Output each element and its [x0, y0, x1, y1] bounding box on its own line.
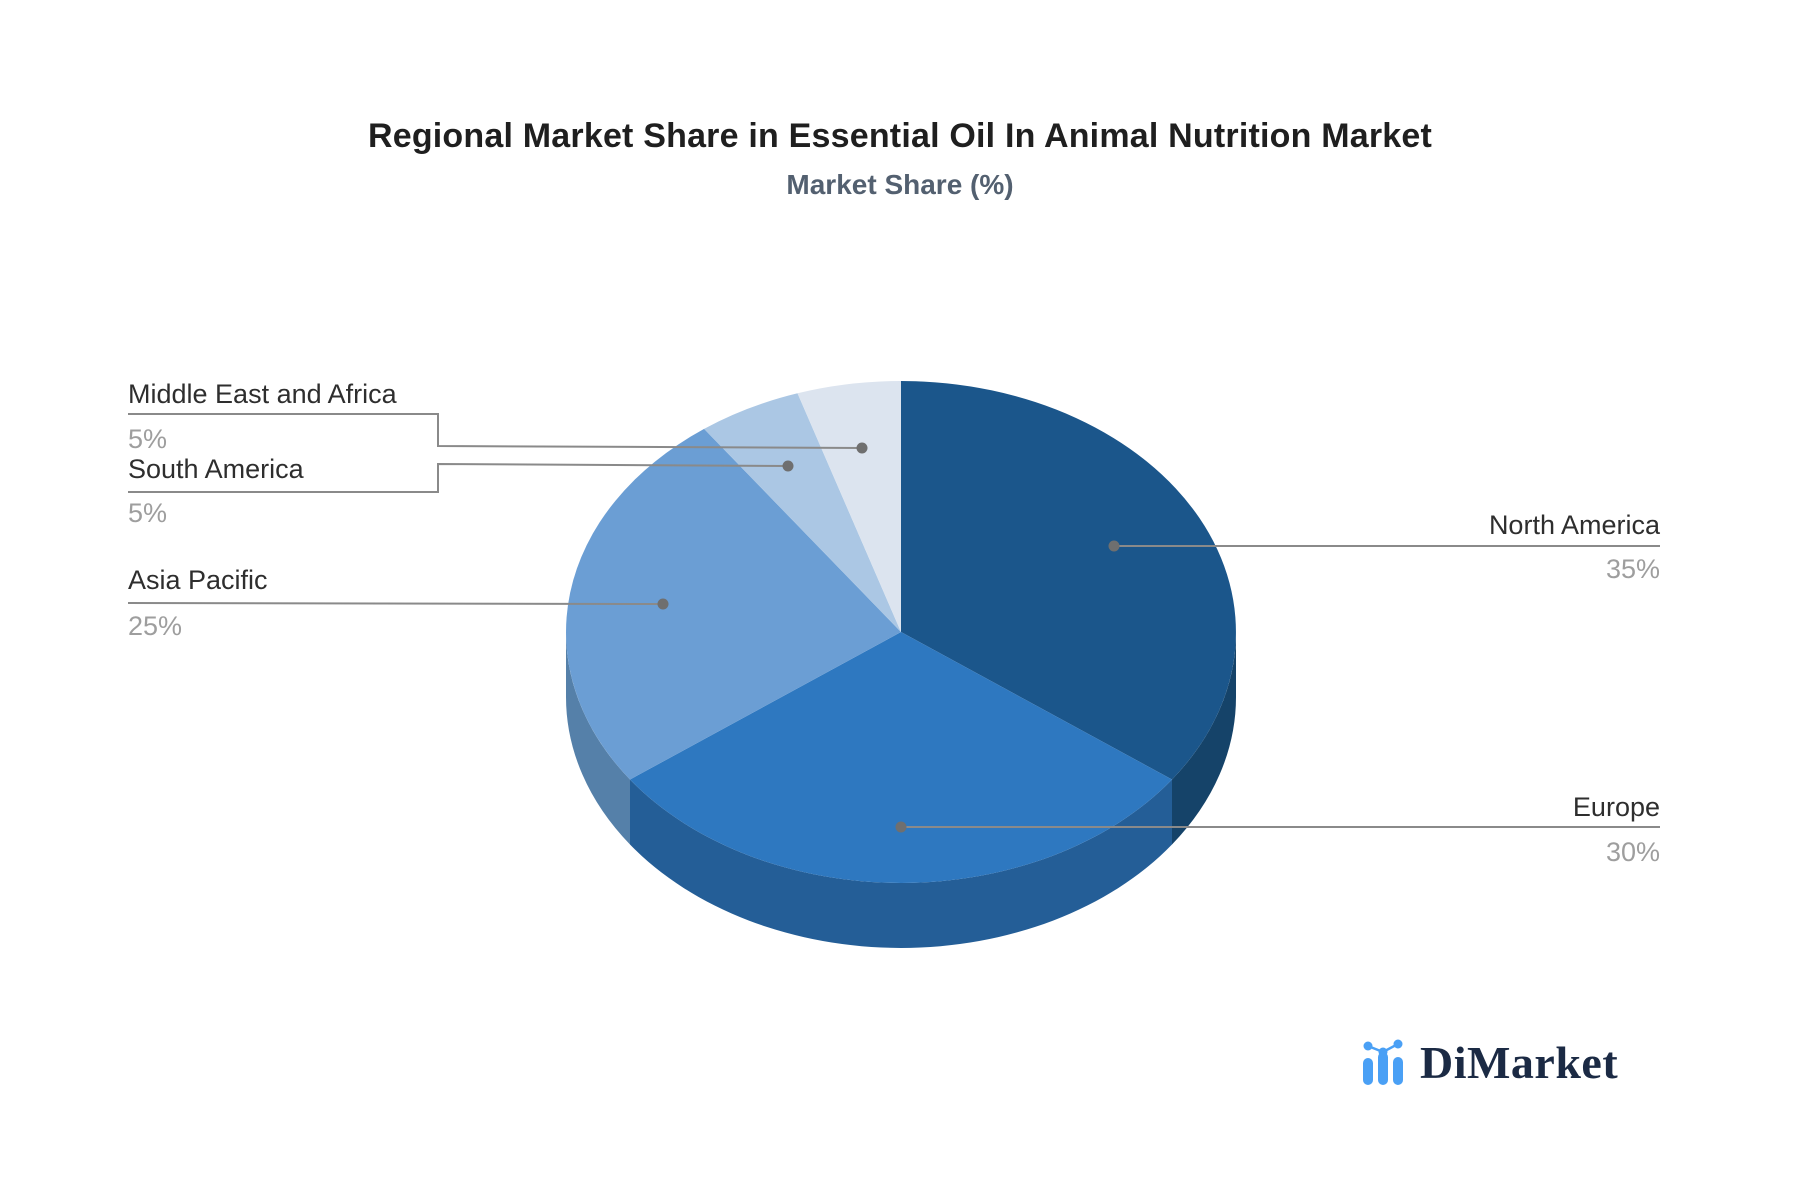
chart-subtitle: Market Share (%) — [786, 169, 1014, 200]
dot-south-america — [782, 460, 794, 472]
connector-south-america — [128, 462, 789, 493]
pie-rim-asia-pacific — [566, 632, 630, 845]
label-south-america: South America — [128, 454, 304, 484]
chart-title: Regional Market Share in Essential Oil I… — [367, 117, 1433, 155]
brand-logo-text: DiMarket — [1420, 1037, 1619, 1088]
pie-slice-north-america[interactable] — [901, 381, 1236, 780]
dot-middle-east-and-africa — [856, 442, 868, 454]
bar-line-chart-icon — [1363, 1039, 1403, 1085]
connector-dots — [657, 442, 1120, 833]
pie-rim-europe — [630, 779, 1172, 948]
label-europe: Europe — [1572, 792, 1660, 822]
brand-logo: DiMarket — [1362, 1038, 1618, 1086]
label-asia-pacific: Asia Pacific — [128, 565, 268, 595]
value-middle-east-and-africa: 5% — [128, 424, 168, 454]
pie-slice-asia-pacific[interactable] — [566, 428, 901, 780]
pie-slice-south-america[interactable] — [704, 393, 901, 632]
label-north-america: North America — [1488, 510, 1660, 540]
label-connectors — [127, 413, 1660, 828]
value-south-america: 5% — [128, 498, 168, 528]
connector-asia-pacific — [127, 602, 664, 605]
connector-middle-east-and-africa — [128, 413, 863, 449]
value-asia-pacific: 25% — [128, 611, 183, 641]
dot-europe — [895, 821, 907, 833]
dot-asia-pacific — [657, 598, 669, 610]
value-europe: 30% — [1605, 837, 1660, 867]
dot-north-america — [1108, 540, 1120, 552]
value-north-america: 35% — [1605, 554, 1660, 584]
pie-slice-middle-east-and-africa[interactable] — [797, 381, 902, 632]
label-middle-east-and-africa: Middle East and Africa — [128, 379, 397, 409]
pie-rim-north-america — [1172, 632, 1236, 845]
pie-slice-europe[interactable] — [630, 632, 1172, 883]
